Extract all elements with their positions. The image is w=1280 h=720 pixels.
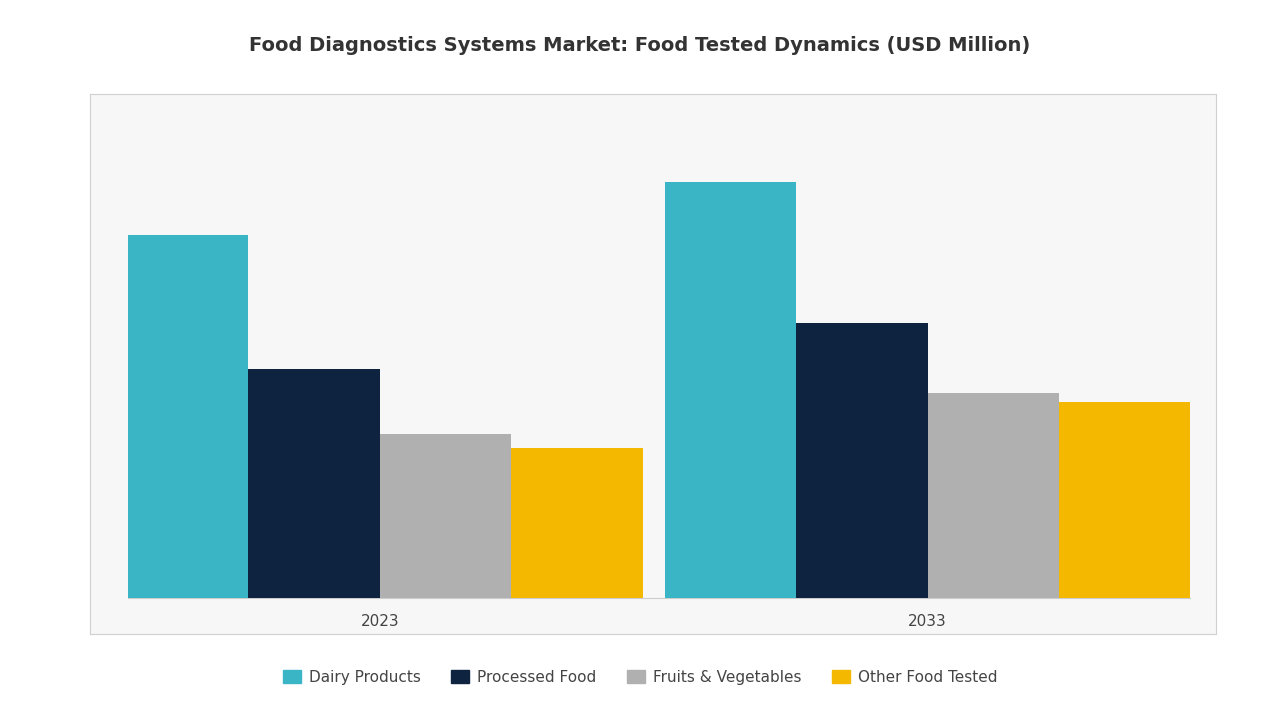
Bar <box>380 433 511 598</box>
Bar <box>664 182 796 598</box>
Bar <box>248 369 380 598</box>
Bar <box>116 235 248 598</box>
Bar <box>796 323 928 598</box>
Bar <box>928 393 1059 598</box>
Legend: Dairy Products, Processed Food, Fruits & Vegetables, Other Food Tested: Dairy Products, Processed Food, Fruits &… <box>276 663 1004 690</box>
Bar <box>511 449 643 598</box>
Text: Food Diagnostics Systems Market: Food Tested Dynamics (USD Million): Food Diagnostics Systems Market: Food Te… <box>250 36 1030 55</box>
Bar <box>1059 402 1190 598</box>
